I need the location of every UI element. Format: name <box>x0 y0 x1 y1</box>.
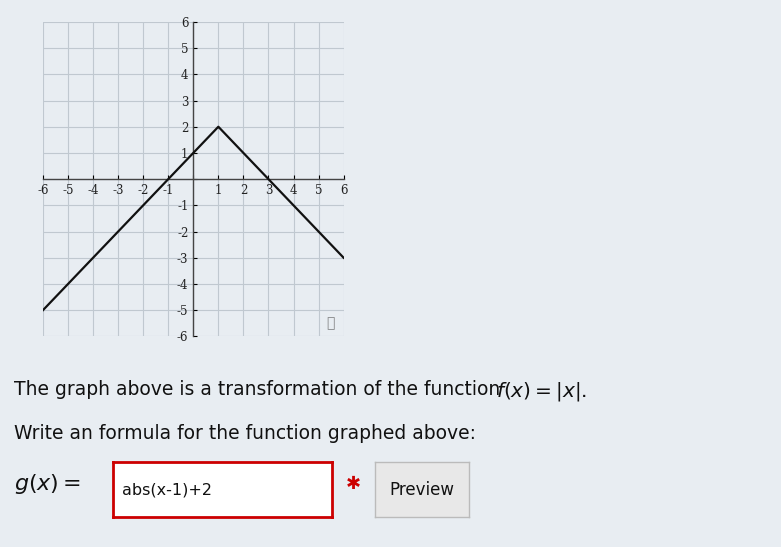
Text: The graph above is a transformation of the function: The graph above is a transformation of t… <box>14 380 506 399</box>
Text: $\mathit{f}(\mathit{x}) = |\mathit{x}|.$: $\mathit{f}(\mathit{x}) = |\mathit{x}|.$ <box>496 380 587 403</box>
Text: $g(\mathit{x}) =$: $g(\mathit{x}) =$ <box>14 472 81 496</box>
Text: Write an formula for the function graphed above:: Write an formula for the function graphe… <box>14 424 476 443</box>
Text: abs(x-1)+2: abs(x-1)+2 <box>122 482 212 497</box>
Text: 🔍: 🔍 <box>326 316 334 330</box>
Text: ✱: ✱ <box>346 475 361 493</box>
Text: Preview: Preview <box>389 481 455 498</box>
